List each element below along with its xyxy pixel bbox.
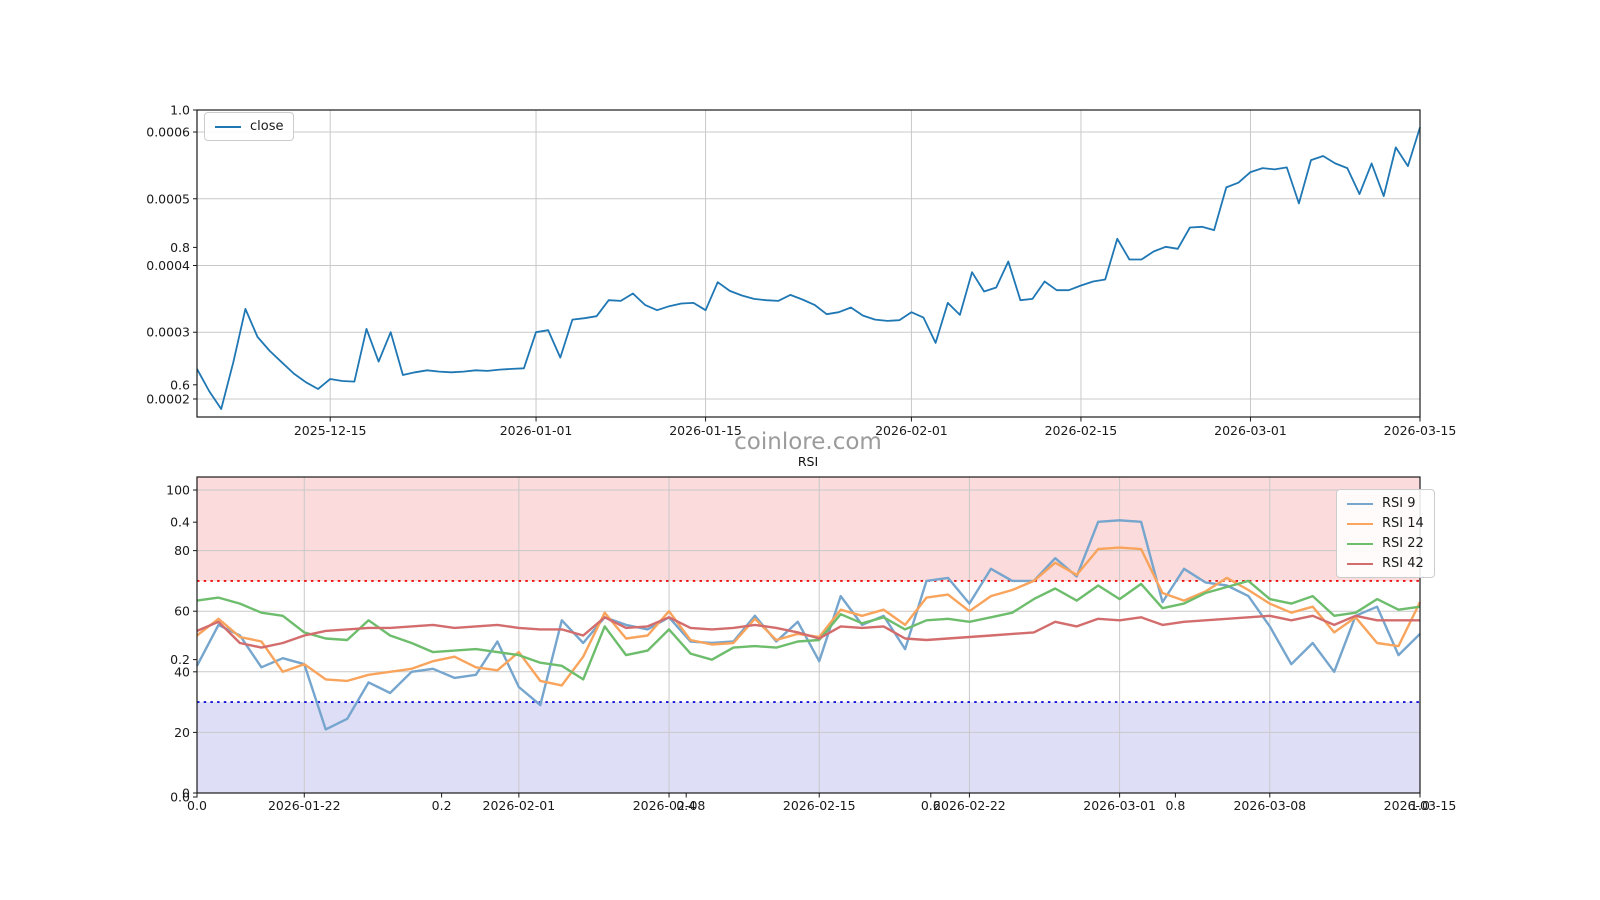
price-y-tick-label: 0.0002 [146, 391, 190, 406]
rsi-x-tick-label: 2026-01-22 [268, 798, 341, 813]
rsi-y-tick-label: 80 [174, 543, 190, 558]
rsi-y-tick-label: 20 [174, 725, 190, 740]
coinlore-watermark: coinlore.com [734, 429, 882, 455]
price-x-tick-label: 2026-01-15 [669, 423, 742, 438]
price-legend: close [204, 112, 295, 141]
rsi-y-tick-label: 60 [174, 604, 190, 619]
rsi-x-tick-label: 2026-03-08 [1233, 798, 1306, 813]
legend-item-rsi9: RSI 9 [1347, 495, 1424, 512]
rsi42-line-sample-icon [1347, 562, 1373, 565]
rsi-y-tick-label: 40 [174, 664, 190, 679]
rsi-42-line-series [196, 614, 1420, 649]
price-y-tick-label: 0.0004 [146, 258, 190, 273]
overbought-band [197, 477, 1420, 581]
legend-item-rsi42: RSI 42 [1347, 555, 1424, 572]
rsi-axes-frame [196, 476, 1421, 794]
close-legend-label: close [250, 119, 284, 134]
overlay-x-tick-label: 0.4 [676, 798, 696, 813]
rsi9-legend-label: RSI 9 [1382, 496, 1416, 511]
rsi22-line-sample-icon [1347, 542, 1373, 545]
rsi-y-tick-label: 0 [182, 786, 190, 801]
overlay-y-tick-label: 0.8 [170, 240, 190, 255]
overlay-y-tick-label: 1.0 [170, 103, 190, 118]
legend-item-rsi22: RSI 22 [1347, 535, 1424, 552]
overlay-y-tick-label: 0.2 [170, 652, 190, 667]
rsi-subplot-title: RSI [797, 454, 819, 469]
rsi-x-tick-label: 2026-02-08 [633, 798, 706, 813]
price-axes-frame [196, 109, 1421, 418]
overlay-x-tick-label: 0.8 [1165, 798, 1185, 813]
price-x-tick-label: 2026-03-01 [1214, 423, 1287, 438]
rsi-x-tick-label: 2026-03-15 [1384, 798, 1457, 813]
close-line-sample-icon [215, 125, 241, 128]
overlay-y-tick-label: 0.0 [170, 790, 190, 805]
rsi-y-tick-label: 100 [166, 483, 190, 498]
close-line-series [196, 127, 1421, 410]
rsi-x-tick-label: 2026-02-15 [783, 798, 856, 813]
price-x-tick-label: 2025-12-15 [294, 423, 367, 438]
rsi14-line-sample-icon [1347, 522, 1373, 525]
rsi42-legend-label: RSI 42 [1382, 556, 1424, 571]
price-x-tick-label: 2026-02-01 [875, 423, 948, 438]
price-x-tick-label: 2026-01-01 [500, 423, 573, 438]
overlay-x-tick-label: 0.2 [432, 798, 452, 813]
price-x-tick-label: 2026-02-15 [1045, 423, 1118, 438]
overlay-y-tick-label: 0.4 [170, 515, 190, 530]
legend-item-close: close [215, 118, 283, 135]
overlay-x-tick-label: 1.0 [1410, 798, 1430, 813]
price-x-tick-label: 2026-03-15 [1384, 423, 1457, 438]
overlay-x-tick-label: 0.6 [921, 798, 941, 813]
legend-item-rsi14: RSI 14 [1347, 515, 1424, 532]
price-y-tick-label: 0.0006 [146, 125, 190, 140]
rsi-x-tick-label: 2026-02-01 [483, 798, 556, 813]
rsi-x-tick-label: 2026-02-22 [933, 798, 1006, 813]
overlay-x-tick-label: 0.0 [187, 798, 207, 813]
overlay-y-tick-label: 0.6 [170, 377, 190, 392]
rsi-legend: RSI 9 RSI 14 RSI 22 RSI 42 [1336, 489, 1435, 578]
rsi14-legend-label: RSI 14 [1382, 516, 1424, 531]
rsi-22-line-series [196, 579, 1421, 681]
price-y-tick-label: 0.0005 [146, 191, 190, 206]
oversold-band [197, 702, 1420, 793]
price-y-tick-label: 0.0003 [146, 325, 190, 340]
rsi9-line-sample-icon [1347, 502, 1373, 505]
rsi-x-tick-label: 2026-03-01 [1083, 798, 1156, 813]
rsi22-legend-label: RSI 22 [1382, 536, 1424, 551]
